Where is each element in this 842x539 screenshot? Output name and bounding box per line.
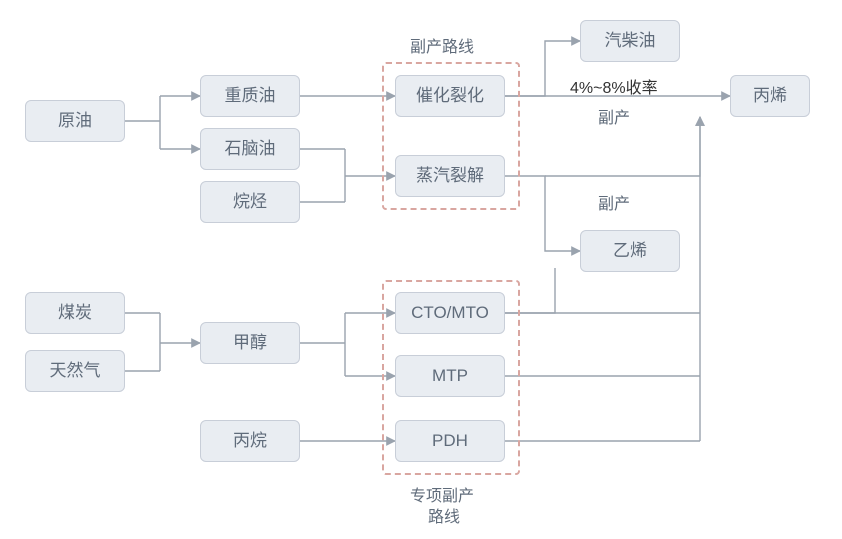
node-alkane: 烷烃: [200, 181, 300, 223]
diagram-canvas: 原油 重质油 石脑油 烷烃 催化裂化 蒸汽裂解 汽柴油 乙烯 丙烯 煤炭 天然气…: [0, 0, 842, 539]
node-steam-cracking: 蒸汽裂解: [395, 155, 505, 197]
node-propane: 丙烷: [200, 420, 300, 462]
node-coal: 煤炭: [25, 292, 125, 334]
node-propylene: 丙烯: [730, 75, 810, 117]
label-special-route-2: 路线: [428, 503, 460, 527]
node-pdh: PDH: [395, 420, 505, 462]
node-mtp: MTP: [395, 355, 505, 397]
node-fcc: 催化裂化: [395, 75, 505, 117]
label-yield: 4%~8%收率: [570, 74, 658, 98]
node-naphtha: 石脑油: [200, 128, 300, 170]
node-ethylene: 乙烯: [580, 230, 680, 272]
label-byproduct-2: 副产: [598, 190, 630, 214]
node-cto-mto: CTO/MTO: [395, 292, 505, 334]
label-byproduct-1: 副产: [598, 104, 630, 128]
node-gas-diesel: 汽柴油: [580, 20, 680, 62]
node-methanol: 甲醇: [200, 322, 300, 364]
node-natural-gas: 天然气: [25, 350, 125, 392]
node-crude-oil: 原油: [25, 100, 125, 142]
label-byproduct-route: 副产路线: [410, 33, 474, 57]
node-heavy-oil: 重质油: [200, 75, 300, 117]
